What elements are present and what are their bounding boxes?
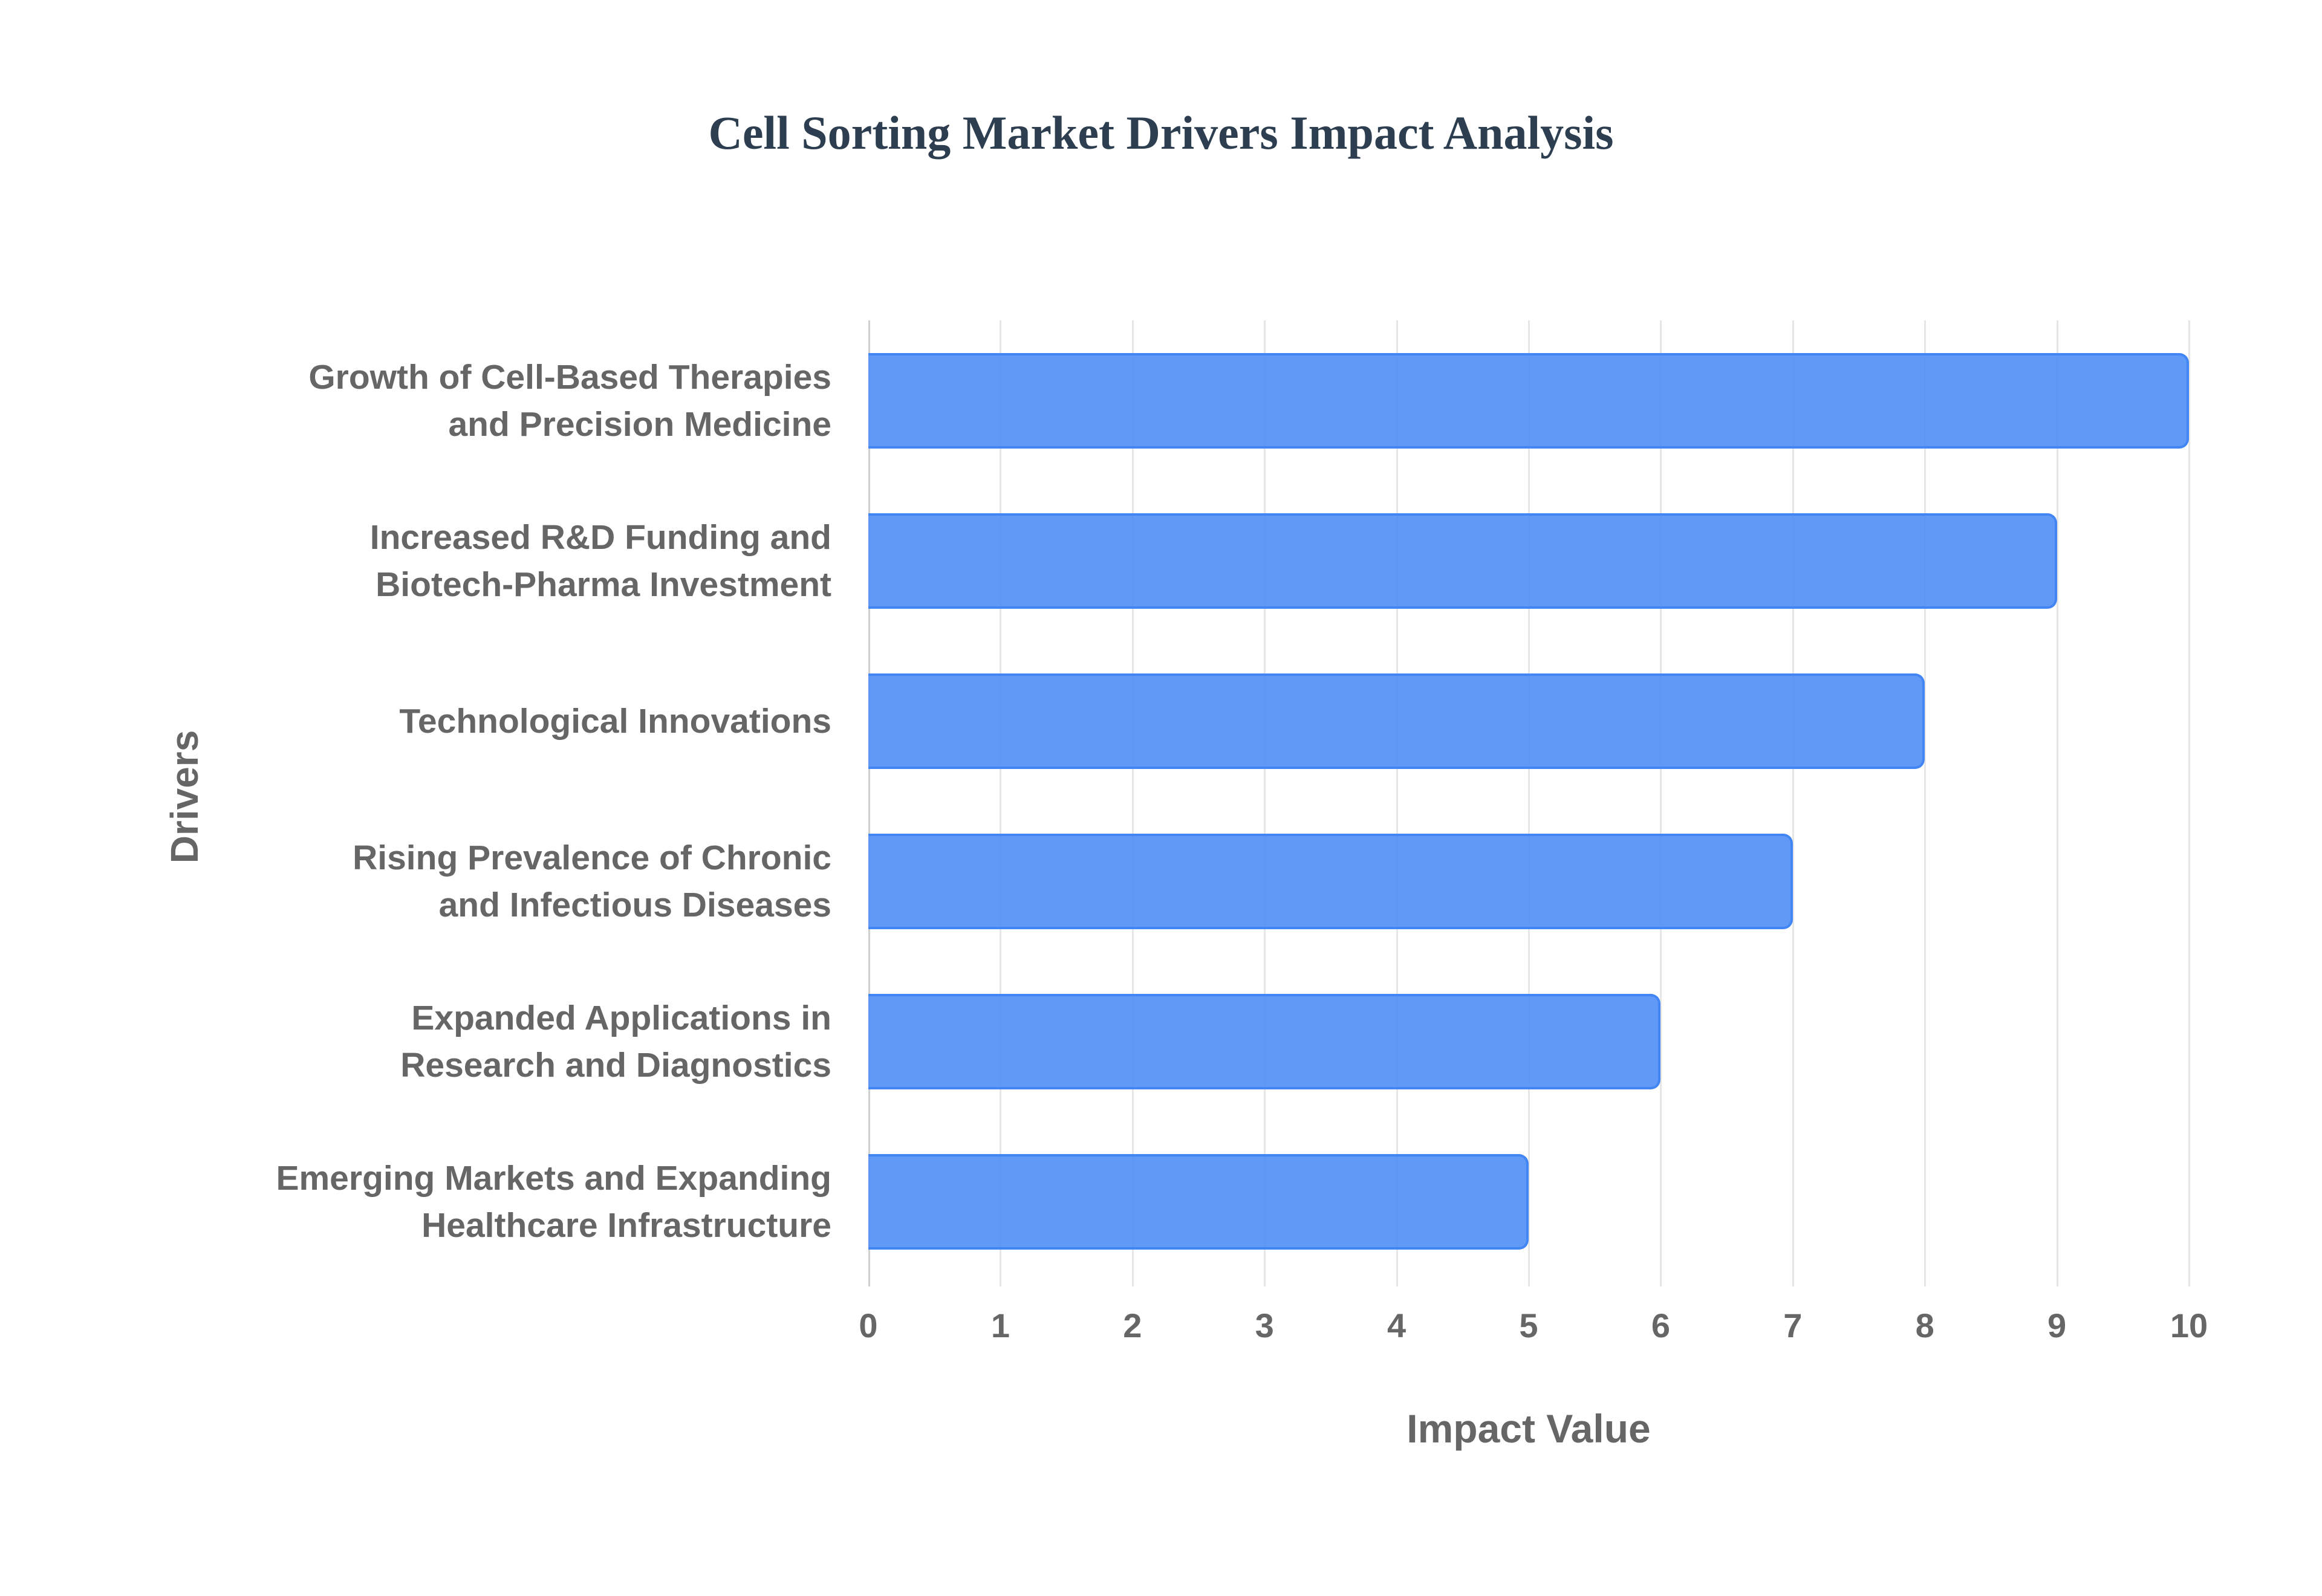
gridline <box>2188 320 2190 1286</box>
y-category-label: Rising Prevalence of Chronic and Infectio… <box>353 838 831 924</box>
gridline <box>1000 320 1002 1286</box>
x-tick-label: 2 <box>1123 1306 1142 1345</box>
x-tick-label: 3 <box>1255 1306 1274 1345</box>
x-tick-label: 6 <box>1651 1306 1670 1345</box>
gridline <box>1396 320 1398 1286</box>
x-tick-label: 10 <box>2170 1306 2208 1345</box>
gridline <box>1131 320 1134 1286</box>
x-axis-title: Impact Value <box>1407 1406 1651 1451</box>
x-tick-label: 9 <box>2047 1306 2067 1345</box>
y-category-label: Growth of Cell-Based Therapies and Precis… <box>308 357 831 444</box>
gridline <box>1660 320 1662 1286</box>
x-tick-label: 1 <box>990 1306 1010 1345</box>
gridline <box>1264 320 1266 1286</box>
y-axis-line <box>868 320 870 1286</box>
bar[interactable] <box>868 993 1661 1089</box>
x-tick-label: 8 <box>1915 1306 1934 1345</box>
chart-title: Cell Sorting Market Drivers Impact Analy… <box>708 106 1614 159</box>
bar[interactable] <box>868 833 1793 929</box>
bar[interactable] <box>868 1153 1529 1250</box>
y-category-label: Technological Innovations <box>399 701 831 741</box>
gridline <box>2056 320 2058 1286</box>
y-category-label: Expanded Applications in Research and Dia… <box>400 998 831 1085</box>
gridline <box>1924 320 1927 1286</box>
x-tick-label: 5 <box>1519 1306 1538 1345</box>
x-tick-label: 4 <box>1387 1306 1407 1345</box>
gridline <box>1792 320 1794 1286</box>
bar[interactable] <box>868 352 2189 449</box>
y-category-label: Emerging Markets and Expanding Healthcare… <box>276 1158 831 1245</box>
y-category-label: Increased R&D Funding and Biotech-Pharma … <box>369 517 831 604</box>
gridline <box>1528 320 1530 1286</box>
plot-area <box>868 320 2190 1286</box>
bar[interactable] <box>868 513 2057 609</box>
bar[interactable] <box>868 673 1925 769</box>
x-tick-label: 0 <box>859 1306 878 1345</box>
x-tick-label: 7 <box>1783 1306 1803 1345</box>
